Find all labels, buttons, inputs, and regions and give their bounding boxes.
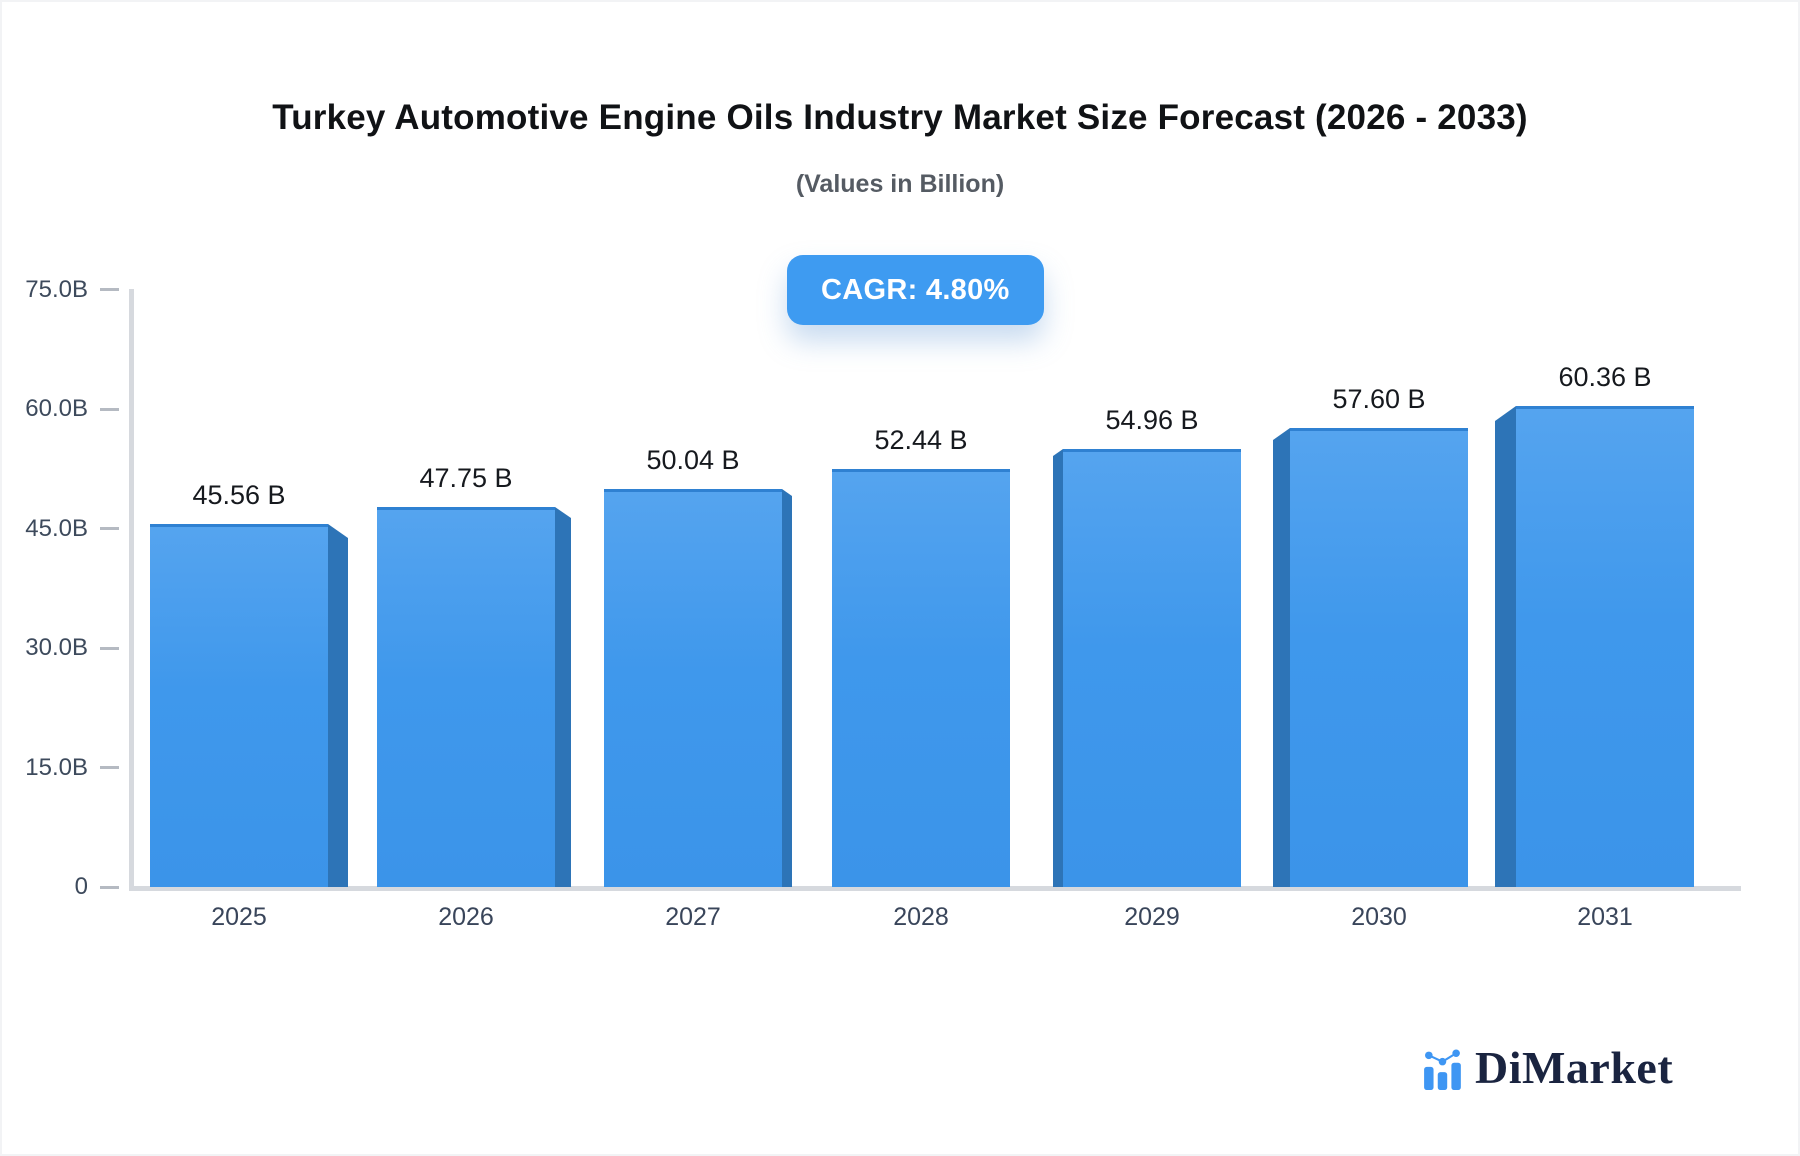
page-title: Turkey Automotive Engine Oils Industry M… bbox=[272, 98, 1528, 137]
bar-chart-with-dots-icon bbox=[1424, 1049, 1461, 1090]
bar bbox=[150, 524, 328, 887]
y-axis-tick bbox=[100, 885, 119, 889]
x-axis-label: 2026 bbox=[438, 903, 494, 931]
bar-side-face bbox=[1273, 428, 1290, 887]
x-axis-label: 2027 bbox=[665, 903, 721, 931]
bar-side-face bbox=[555, 507, 571, 887]
bar bbox=[1063, 449, 1241, 887]
bar-value-label: 47.75 B bbox=[419, 463, 513, 493]
y-axis-tick bbox=[100, 646, 119, 650]
bar-side-face bbox=[328, 524, 348, 887]
y-axis-tick bbox=[100, 288, 119, 292]
bar-value-label: 57.60 B bbox=[1332, 384, 1426, 414]
bar bbox=[604, 489, 782, 887]
bar-side-face bbox=[1053, 449, 1063, 887]
bar-side-face bbox=[1495, 406, 1516, 887]
y-axis-tick bbox=[100, 407, 119, 411]
brand-logo: DiMarket bbox=[1423, 1042, 1674, 1093]
bar-value-label: 45.56 B bbox=[192, 480, 286, 510]
cagr-badge: CAGR: 4.80% bbox=[787, 255, 1044, 325]
x-axis-label: 2025 bbox=[211, 903, 267, 931]
bar bbox=[377, 507, 555, 887]
bar bbox=[832, 469, 1010, 887]
bar-side-face bbox=[782, 489, 792, 887]
x-axis-label: 2031 bbox=[1577, 903, 1633, 931]
y-axis-tick bbox=[100, 766, 119, 770]
page-subtitle: (Values in Billion) bbox=[795, 170, 1005, 198]
y-axis-label: 45.0B bbox=[25, 514, 88, 542]
y-axis-label: 15.0B bbox=[25, 753, 88, 781]
bar bbox=[1290, 428, 1468, 887]
y-axis-label: 60.0B bbox=[25, 395, 88, 423]
y-axis-line bbox=[129, 289, 134, 889]
x-axis-label: 2028 bbox=[893, 903, 949, 931]
bar-value-label: 50.04 B bbox=[646, 445, 740, 475]
y-axis-tick bbox=[100, 527, 119, 531]
y-axis-label: 0 bbox=[74, 873, 88, 900]
x-axis-line bbox=[129, 886, 1741, 891]
bar-value-label: 54.96 B bbox=[1105, 405, 1199, 435]
y-axis-label: 75.0B bbox=[25, 275, 88, 303]
x-axis-label: 2029 bbox=[1124, 903, 1180, 931]
brand-logo-text: DiMarket bbox=[1475, 1042, 1674, 1093]
bar-value-label: 52.44 B bbox=[874, 425, 968, 455]
bar-value-label: 60.36 B bbox=[1558, 362, 1652, 392]
bar bbox=[1516, 406, 1694, 887]
y-axis-label: 30.0B bbox=[25, 634, 88, 662]
x-axis-label: 2030 bbox=[1351, 903, 1407, 931]
